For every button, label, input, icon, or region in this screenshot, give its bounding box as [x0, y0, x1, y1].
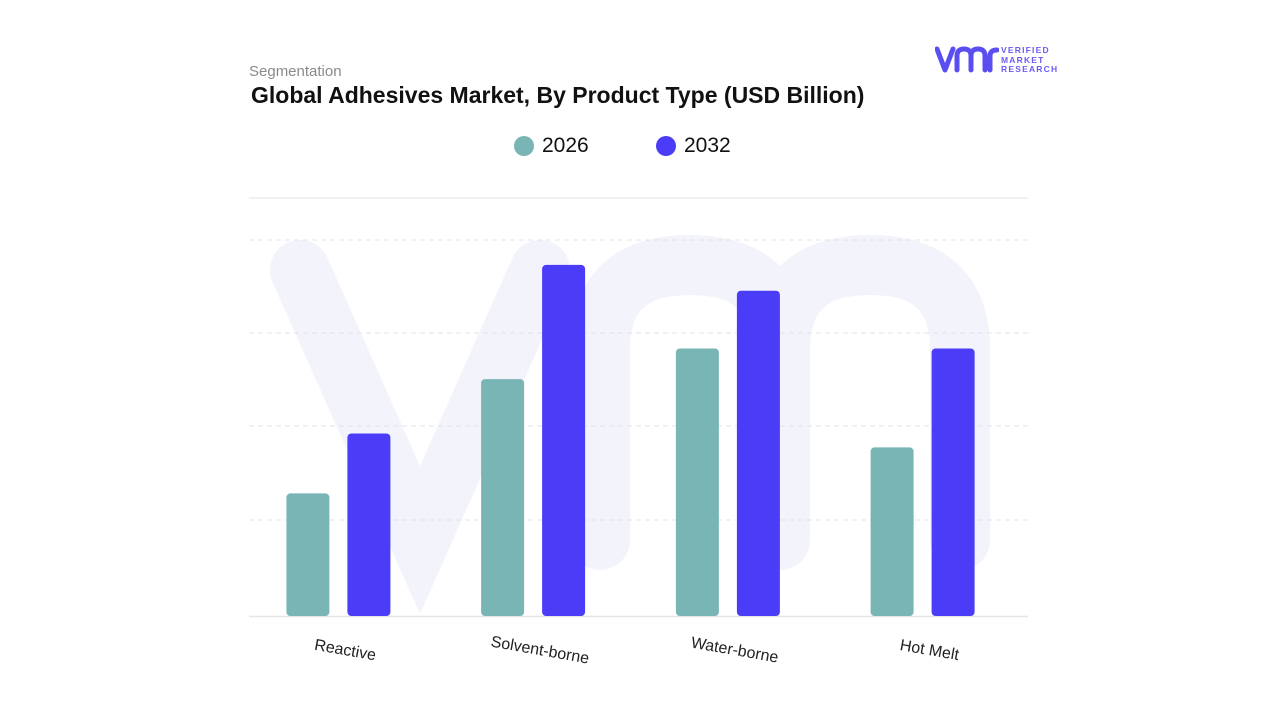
bar-hot-melt-2026[interactable] [870, 447, 914, 616]
x-axis-labels: Reactive Solvent-borne Water-borne Hot Melt [313, 634, 961, 668]
watermark-logo [270, 234, 990, 614]
brand-line-2: MARKET [1001, 54, 1045, 65]
legend-item-2026[interactable]: 2026 [514, 134, 589, 158]
bar-solvent-borne-2026[interactable] [481, 379, 525, 616]
chart-bars [286, 264, 975, 617]
legend-label-2026: 2026 [542, 134, 589, 157]
legend-item-2032[interactable]: 2032 [656, 134, 731, 158]
x-tick-label: Solvent-borne [489, 634, 590, 668]
chart-legend: 2026 2032 [0, 134, 1280, 164]
x-tick-label: Hot Melt [899, 637, 961, 664]
brand-logo-text: VERIFIED MARKET RESEARCH [1001, 45, 1059, 75]
bar-solvent-borne-2032[interactable] [542, 264, 586, 616]
bar-water-borne-2026[interactable] [675, 348, 719, 617]
brand-line-1: VERIFIED [1001, 45, 1050, 55]
chart-subtitle: Segmentation [249, 63, 342, 80]
vmr-logo-icon [934, 46, 1000, 73]
legend-swatch-2026 [514, 136, 534, 156]
bar-water-borne-2032[interactable] [736, 290, 780, 616]
bar-reactive-2026[interactable] [286, 493, 330, 616]
watermark-path [270, 234, 990, 614]
x-tick-label: Reactive [313, 637, 377, 665]
bar-hot-melt-2032[interactable] [931, 348, 975, 617]
brand-line-3: RESEARCH [1001, 64, 1059, 74]
legend-label-2032: 2032 [684, 134, 731, 157]
legend-swatch-2032 [656, 136, 676, 156]
bar-reactive-2032[interactable] [347, 433, 391, 617]
x-tick-label: Water-borne [690, 635, 780, 667]
chart-title: Global Adhesives Market, By Product Type… [251, 82, 865, 108]
brand-logo: VERIFIED MARKET RESEARCH [934, 44, 1065, 78]
